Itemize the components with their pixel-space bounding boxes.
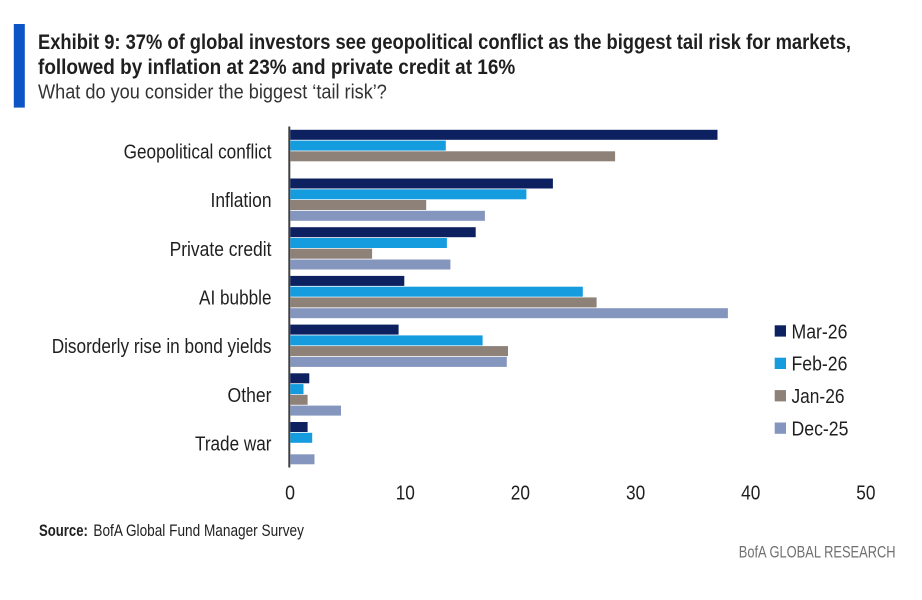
svg-text:Disorderly rise in bond yields: Disorderly rise in bond yields <box>52 335 272 358</box>
svg-text:followed by inflation at 23% a: followed by inflation at 23% and private… <box>38 56 515 79</box>
svg-text:Inflation: Inflation <box>211 189 272 211</box>
svg-text:0: 0 <box>285 482 295 504</box>
svg-text:10: 10 <box>396 482 415 505</box>
svg-text:50: 50 <box>856 482 875 505</box>
svg-text:Trade war: Trade war <box>195 432 272 455</box>
svg-text:Jan-26: Jan-26 <box>792 385 845 407</box>
svg-text:BofA GLOBAL RESEARCH: BofA GLOBAL RESEARCH <box>739 544 896 562</box>
svg-text:20: 20 <box>511 482 530 505</box>
svg-text:Mar-26: Mar-26 <box>792 320 848 342</box>
svg-text:Private credit: Private credit <box>170 238 273 260</box>
svg-text:Source:: Source: <box>39 523 88 541</box>
svg-text:Dec-25: Dec-25 <box>792 417 849 439</box>
svg-text:AI bubble: AI bubble <box>199 286 271 309</box>
svg-text:Exhibit 9: 37% of global inves: Exhibit 9: 37% of global investors see g… <box>38 31 851 55</box>
svg-text:Geopolitical conflict: Geopolitical conflict <box>124 140 273 163</box>
svg-text:BofA Global Fund Manager Surve: BofA Global Fund Manager Survey <box>93 522 304 540</box>
svg-text:What do you consider the bigge: What do you consider the biggest ‘tail r… <box>38 81 387 104</box>
svg-text:40: 40 <box>741 482 760 505</box>
svg-text:Other: Other <box>228 384 272 406</box>
svg-text:Feb-26: Feb-26 <box>792 353 848 375</box>
svg-text:30: 30 <box>626 482 645 505</box>
